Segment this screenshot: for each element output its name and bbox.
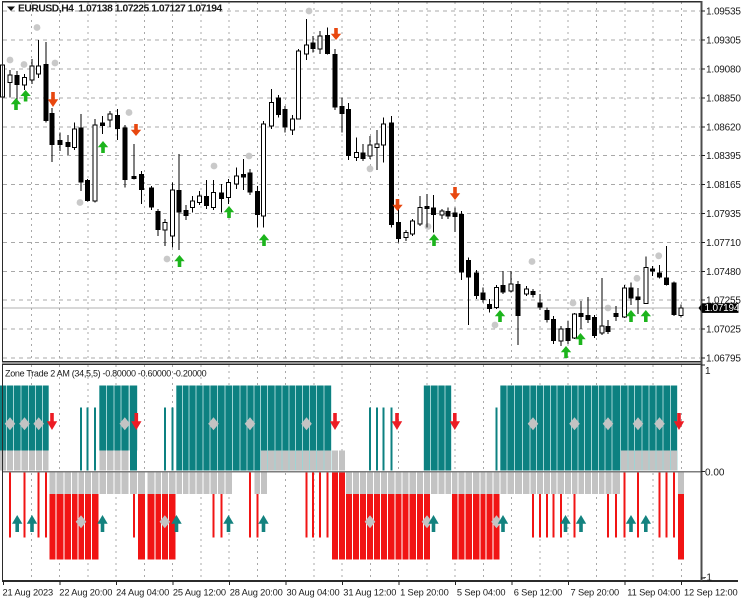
svg-text:1.06795: 1.06795 bbox=[706, 354, 741, 365]
svg-text:1.08620: 1.08620 bbox=[706, 122, 741, 133]
svg-text:-1: -1 bbox=[703, 572, 712, 583]
svg-text:1.08165: 1.08165 bbox=[706, 180, 741, 191]
svg-text:1.07194: 1.07194 bbox=[705, 303, 740, 314]
svg-text:1.09080: 1.09080 bbox=[706, 65, 741, 76]
svg-text:1.07025: 1.07025 bbox=[706, 325, 741, 336]
svg-text:EURUSD,H4 1.07138 1.07225 1.0: EURUSD,H4 1.07138 1.07225 1.07127 1.0719… bbox=[18, 4, 223, 15]
svg-text:1 Sep 20:00: 1 Sep 20:00 bbox=[400, 587, 449, 597]
svg-text:30 Aug 04:00: 30 Aug 04:00 bbox=[287, 587, 340, 597]
svg-text:11 Sep 04:00: 11 Sep 04:00 bbox=[627, 587, 680, 597]
svg-text:7 Sep 20:00: 7 Sep 20:00 bbox=[571, 587, 620, 597]
svg-text:1.07255: 1.07255 bbox=[706, 296, 741, 307]
svg-text:0.00: 0.00 bbox=[705, 467, 725, 478]
svg-text:1.08850: 1.08850 bbox=[706, 93, 741, 104]
svg-text:1.09305: 1.09305 bbox=[706, 36, 741, 47]
svg-text:28 Aug 20:00: 28 Aug 20:00 bbox=[230, 587, 283, 597]
svg-text:22 Aug 20:00: 22 Aug 20:00 bbox=[59, 587, 112, 597]
svg-text:1.07935: 1.07935 bbox=[706, 209, 741, 220]
svg-text:1: 1 bbox=[705, 366, 711, 377]
svg-text:25 Aug 12:00: 25 Aug 12:00 bbox=[173, 587, 226, 597]
svg-text:6 Sep 12:00: 6 Sep 12:00 bbox=[514, 587, 563, 597]
svg-text:5 Sep 04:00: 5 Sep 04:00 bbox=[457, 587, 506, 597]
svg-text:24 Aug 04:00: 24 Aug 04:00 bbox=[116, 587, 169, 597]
svg-text:1.07480: 1.07480 bbox=[706, 267, 741, 278]
svg-text:Zone Trade 2 AM (34,5,5) -0.80: Zone Trade 2 AM (34,5,5) -0.80000 -0.600… bbox=[5, 368, 207, 378]
svg-text:1.09535: 1.09535 bbox=[706, 7, 741, 18]
svg-text:1.08395: 1.08395 bbox=[706, 151, 741, 162]
svg-text:12 Sep 12:00: 12 Sep 12:00 bbox=[684, 587, 738, 597]
svg-text:31 Aug 12:00: 31 Aug 12:00 bbox=[343, 587, 396, 597]
svg-text:21 Aug 2023: 21 Aug 2023 bbox=[3, 587, 54, 597]
svg-text:1.07710: 1.07710 bbox=[706, 238, 741, 249]
